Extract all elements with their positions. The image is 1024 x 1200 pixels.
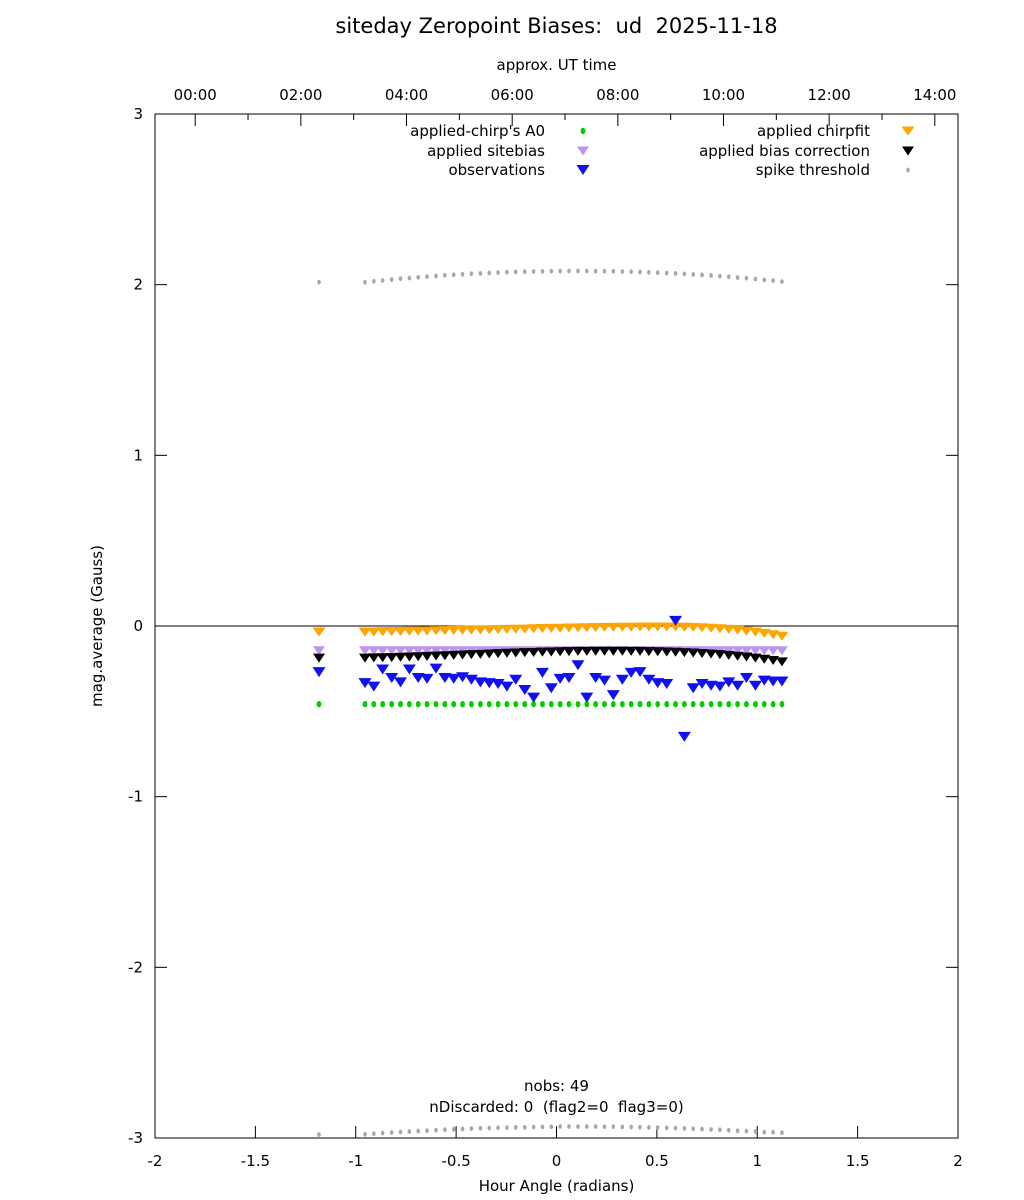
legend-label-spike-threshold: spike threshold (755, 161, 870, 179)
svg-text:-1: -1 (128, 788, 143, 806)
observations-triangle-icon (573, 163, 593, 177)
svg-text:-2: -2 (128, 958, 143, 976)
svg-text:-0.5: -0.5 (441, 1152, 470, 1170)
nobs-annotation: nobs: 49 (524, 1077, 589, 1095)
legend-item-sitebias: applied sitebias (160, 142, 593, 160)
spike-threshold-dot-icon (898, 163, 918, 177)
svg-text:1.5: 1.5 (846, 1152, 870, 1170)
legend-item-chirpfit: applied chirpfit (485, 122, 918, 140)
legend-label-sitebias: applied sitebias (427, 142, 545, 160)
a0-dot-icon (573, 124, 593, 138)
legend-item-bias-correction: applied bias correction (485, 142, 918, 160)
legend-item-a0: applied-chirp's A0 (160, 122, 593, 140)
svg-text:1: 1 (752, 1152, 762, 1170)
legend-label-a0: applied-chirp's A0 (410, 122, 545, 140)
legend-label-chirpfit: applied chirpfit (756, 122, 870, 140)
svg-text:3: 3 (133, 105, 143, 123)
svg-text:14:00: 14:00 (913, 86, 956, 104)
svg-text:12:00: 12:00 (808, 86, 851, 104)
svg-text:-2: -2 (148, 1152, 163, 1170)
svg-text:-1.5: -1.5 (241, 1152, 270, 1170)
svg-text:08:00: 08:00 (596, 86, 639, 104)
chirpfit-triangle-icon (898, 124, 918, 138)
top-axis-label: approx. UT time (496, 56, 617, 74)
ndiscarded-annotation: nDiscarded: 0 (flag2=0 flag3=0) (429, 1098, 684, 1116)
svg-text:06:00: 06:00 (491, 86, 534, 104)
svg-text:0: 0 (133, 617, 143, 635)
svg-text:02:00: 02:00 (279, 86, 322, 104)
svg-text:-1: -1 (348, 1152, 363, 1170)
bias-correction-triangle-icon (898, 144, 918, 158)
svg-text:10:00: 10:00 (702, 86, 745, 104)
svg-text:0: 0 (552, 1152, 562, 1170)
x-axis-label: Hour Angle (radians) (478, 1177, 635, 1195)
legend-item-observations: observations (160, 161, 593, 179)
svg-text:-3: -3 (128, 1129, 143, 1147)
chart-title: siteday Zeropoint Biases: ud 2025-11-18 (335, 14, 778, 38)
legend-label-observations: observations (448, 161, 545, 179)
legend-item-spike-threshold: spike threshold (485, 161, 918, 179)
svg-text:1: 1 (133, 446, 143, 464)
svg-text:2: 2 (953, 1152, 963, 1170)
svg-text:0.5: 0.5 (645, 1152, 669, 1170)
svg-text:04:00: 04:00 (385, 86, 428, 104)
svg-text:00:00: 00:00 (174, 86, 217, 104)
svg-text:2: 2 (133, 276, 143, 294)
legend-label-bias-correction: applied bias correction (699, 142, 870, 160)
sitebias-triangle-icon (573, 144, 593, 158)
